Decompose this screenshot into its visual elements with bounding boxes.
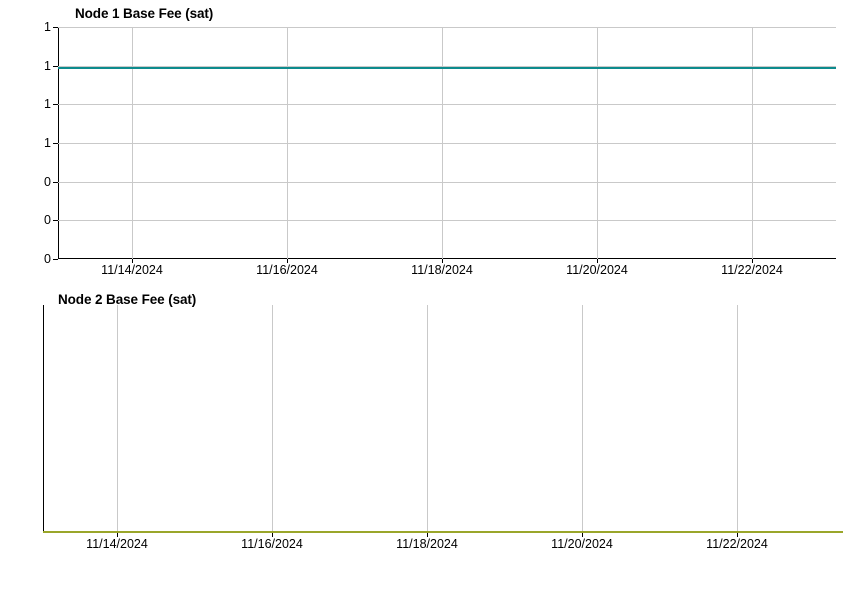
gridline-vertical: [597, 27, 598, 259]
gridline-horizontal: [58, 220, 836, 221]
y-axis-tick-label: 1: [44, 96, 51, 111]
y-axis-tick: [53, 143, 58, 144]
y-axis-tick-label: 0: [44, 212, 51, 227]
plot-area-node-2[interactable]: 11/14/2024 11/16/2024 11/18/2024 11/20/2024…: [43, 305, 843, 550]
gridline-vertical: [582, 305, 583, 533]
y-axis-tick: [53, 104, 58, 105]
x-axis-tick-label: 11/14/2024: [86, 537, 148, 551]
gridline-vertical: [132, 27, 133, 259]
x-axis-tick-label: 11/20/2024: [566, 263, 628, 277]
chart-panel-node-1: Node 1 Base Fee (sat) 1 1 1 1 0 0 0 11/14/2024 1…: [0, 0, 860, 285]
data-series-line: [58, 67, 836, 69]
x-axis-tick: [597, 259, 598, 263]
plot-area-node-1[interactable]: 1 1 1 1 0 0 0 11/14/2024 11/16/2024 11/18/2024 11/…: [44, 21, 836, 276]
y-axis-tick: [53, 259, 58, 260]
gridline-horizontal: [58, 104, 836, 105]
y-axis-tick-label: 1: [44, 58, 51, 73]
y-axis-tick: [53, 220, 58, 221]
gridline-vertical: [427, 305, 428, 533]
x-axis-tick-label: 11/14/2024: [101, 263, 163, 277]
data-series-line: [43, 531, 843, 533]
y-axis-tick-label: 1: [44, 19, 51, 34]
chart-panel-node-2: Node 2 Base Fee (sat) 11/14/2024 11/16/20…: [0, 285, 860, 600]
y-axis-tick-label: 0: [44, 174, 51, 189]
x-axis-line-node-1: [58, 258, 836, 259]
gridline-vertical: [117, 305, 118, 533]
x-axis-tick: [132, 259, 133, 263]
y-axis-tick-label: 0: [44, 251, 51, 266]
chart-title-node-2: Node 2 Base Fee (sat): [58, 292, 197, 307]
chart-title-node-1: Node 1 Base Fee (sat): [75, 6, 214, 21]
y-axis-tick: [53, 182, 58, 183]
x-axis-tick: [117, 533, 118, 537]
gridline-horizontal: [58, 182, 836, 183]
x-axis-tick: [582, 533, 583, 537]
y-axis-tick-label: 1: [44, 135, 51, 150]
x-axis-tick: [442, 259, 443, 263]
x-axis-tick-label: 11/16/2024: [241, 537, 303, 551]
gridline-vertical: [752, 27, 753, 259]
x-axis-tick-label: 11/16/2024: [256, 263, 318, 277]
x-axis-tick: [427, 533, 428, 537]
y-axis-tick: [53, 27, 58, 28]
x-axis-tick-label: 11/18/2024: [396, 537, 458, 551]
x-axis-tick: [272, 533, 273, 537]
x-axis-tick: [287, 259, 288, 263]
x-axis-tick-label: 11/18/2024: [411, 263, 473, 277]
gridline-vertical: [287, 27, 288, 259]
x-axis-tick-label: 11/22/2024: [721, 263, 783, 277]
gridline-vertical: [737, 305, 738, 533]
y-axis-tick: [53, 66, 58, 67]
y-axis-line-node-2: [43, 305, 44, 533]
x-axis-tick-label: 11/20/2024: [551, 537, 613, 551]
x-axis-tick-label: 11/22/2024: [706, 537, 768, 551]
x-axis-tick: [737, 533, 738, 537]
x-axis-tick: [752, 259, 753, 263]
gridline-horizontal: [58, 27, 836, 28]
gridline-vertical: [272, 305, 273, 533]
gridline-vertical: [442, 27, 443, 259]
gridline-horizontal: [58, 66, 836, 67]
gridline-horizontal: [58, 143, 836, 144]
